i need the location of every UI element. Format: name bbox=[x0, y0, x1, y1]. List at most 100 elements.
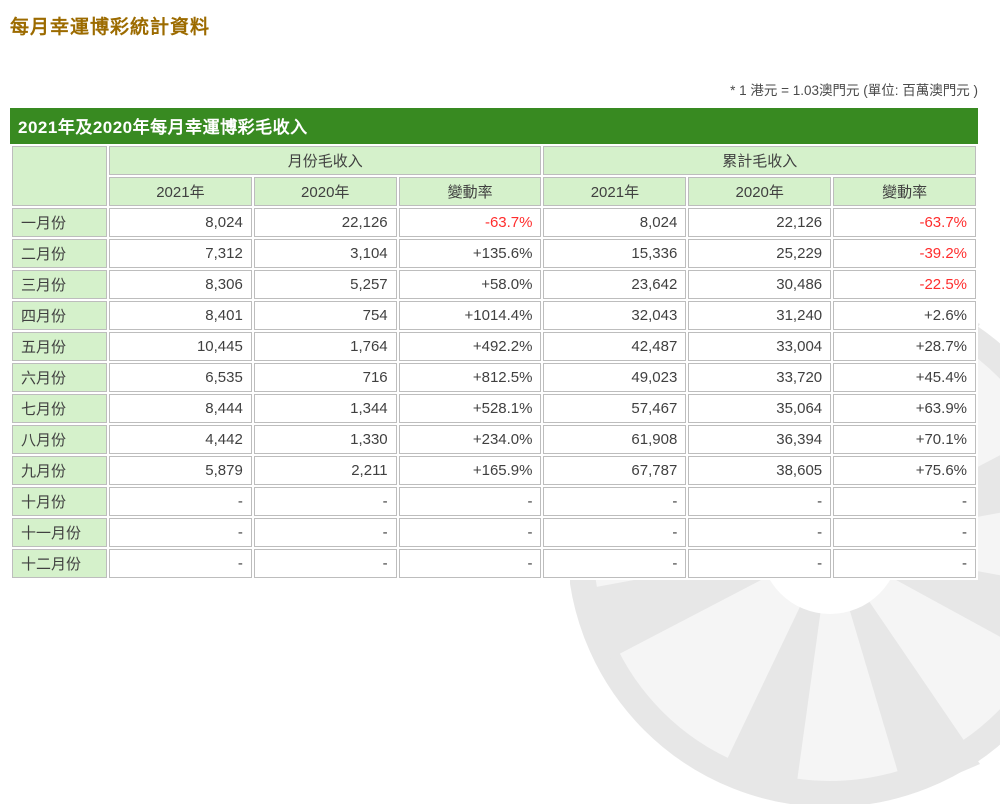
cumulative-2021-value: 61,908 bbox=[543, 425, 687, 454]
cumulative-2020-value: 36,394 bbox=[688, 425, 832, 454]
cumulative-2020-value: 25,229 bbox=[688, 239, 832, 268]
cumulative-revenue-group-header: 累計毛收入 bbox=[543, 146, 976, 175]
monthly-2021-header: 2021年 bbox=[109, 177, 252, 206]
cumulative-change-value: +75.6% bbox=[833, 456, 976, 485]
table-row: 九月份 5,879 2,211 +165.9% 67,787 38,605 +75.6% bbox=[12, 456, 976, 485]
monthly-change-value: +1014.4% bbox=[398, 301, 542, 330]
monthly-change-value: +58.0% bbox=[398, 270, 542, 299]
month-label: 九月份 bbox=[12, 456, 107, 485]
month-label: 六月份 bbox=[12, 363, 107, 392]
cumulative-change-value: +70.1% bbox=[833, 425, 976, 454]
monthly-2020-value: 5,257 bbox=[253, 270, 397, 299]
monthly-2021-value: - bbox=[109, 487, 252, 516]
cumulative-2021-value: 67,787 bbox=[543, 456, 687, 485]
cumulative-change-value: -22.5% bbox=[833, 270, 976, 299]
cumulative-change-value: +28.7% bbox=[833, 332, 976, 361]
month-label: 十月份 bbox=[12, 487, 107, 516]
cumulative-change-value: - bbox=[833, 487, 976, 516]
cumulative-2020-value: 33,720 bbox=[688, 363, 832, 392]
cumulative-2021-header: 2021年 bbox=[543, 177, 687, 206]
monthly-change-value: +492.2% bbox=[398, 332, 542, 361]
statistics-table-container: 2021年及2020年每月幸運博彩毛收入 月份毛收入 累計毛收入 2021年 2… bbox=[10, 108, 978, 580]
table-row: 六月份 6,535 716 +812.5% 49,023 33,720 +45.4% bbox=[12, 363, 976, 392]
monthly-2021-value: 7,312 bbox=[109, 239, 252, 268]
monthly-change-value: +234.0% bbox=[398, 425, 542, 454]
monthly-change-header: 變動率 bbox=[398, 177, 542, 206]
cumulative-2020-value: - bbox=[688, 518, 832, 547]
cumulative-change-value: +63.9% bbox=[833, 394, 976, 423]
cumulative-change-value: -63.7% bbox=[833, 208, 976, 237]
monthly-2020-header: 2020年 bbox=[253, 177, 397, 206]
table-row: 七月份 8,444 1,344 +528.1% 57,467 35,064 +63.9% bbox=[12, 394, 976, 423]
monthly-2020-value: 1,330 bbox=[253, 425, 397, 454]
table-row: 八月份 4,442 1,330 +234.0% 61,908 36,394 +70.1% bbox=[12, 425, 976, 454]
cumulative-change-value: - bbox=[833, 518, 976, 547]
monthly-2021-value: 8,444 bbox=[109, 394, 252, 423]
table-row: 三月份 8,306 5,257 +58.0% 23,642 30,486 -22.5% bbox=[12, 270, 976, 299]
group-header-row: 月份毛收入 累計毛收入 bbox=[12, 146, 976, 206]
monthly-change-value: +812.5% bbox=[398, 363, 542, 392]
currency-unit-note: * 1 港元 = 1.03澳門元 (單位: 百萬澳門元 ) bbox=[730, 83, 978, 98]
monthly-2021-value: 10,445 bbox=[109, 332, 252, 361]
monthly-2021-value: - bbox=[109, 549, 252, 578]
monthly-2020-value: - bbox=[253, 518, 397, 547]
cumulative-change-value: +2.6% bbox=[833, 301, 976, 330]
monthly-2021-value: 8,401 bbox=[109, 301, 252, 330]
monthly-2020-value: 754 bbox=[253, 301, 397, 330]
monthly-change-value: +528.1% bbox=[398, 394, 542, 423]
cumulative-change-value: +45.4% bbox=[833, 363, 976, 392]
monthly-2021-value: 6,535 bbox=[109, 363, 252, 392]
cumulative-2021-value: 42,487 bbox=[543, 332, 687, 361]
page-title: 每月幸運博彩統計資料 bbox=[10, 17, 211, 38]
page-content: 每月幸運博彩統計資料 * 1 港元 = 1.03澳門元 (單位: 百萬澳門元 )… bbox=[10, 17, 978, 580]
cumulative-2020-value: 33,004 bbox=[688, 332, 832, 361]
monthly-2021-value: 8,306 bbox=[109, 270, 252, 299]
monthly-change-value: - bbox=[398, 487, 542, 516]
cumulative-2020-value: - bbox=[688, 549, 832, 578]
cumulative-2021-value: 49,023 bbox=[543, 363, 687, 392]
cumulative-2020-value: 22,126 bbox=[688, 208, 832, 237]
cumulative-2020-value: 38,605 bbox=[688, 456, 832, 485]
table-body: 一月份 8,024 22,126 -63.7% 8,024 22,126 -63.7% 二月份… bbox=[12, 208, 976, 578]
monthly-2021-value: 8,024 bbox=[109, 208, 252, 237]
monthly-change-value: +135.6% bbox=[398, 239, 542, 268]
monthly-change-value: - bbox=[398, 549, 542, 578]
table-row: 五月份 10,445 1,764 +492.2% 42,487 33,004 +28.7% bbox=[12, 332, 976, 361]
table-row: 一月份 8,024 22,126 -63.7% 8,024 22,126 -63.7% bbox=[12, 208, 976, 237]
month-label: 四月份 bbox=[12, 301, 107, 330]
monthly-2021-value: - bbox=[109, 518, 252, 547]
table-row: 四月份 8,401 754 +1014.4% 32,043 31,240 +2.6% bbox=[12, 301, 976, 330]
month-label: 三月份 bbox=[12, 270, 107, 299]
cumulative-2020-value: 35,064 bbox=[688, 394, 832, 423]
table-row: 十月份 - - - - - - bbox=[12, 487, 976, 516]
cumulative-change-header: 變動率 bbox=[833, 177, 976, 206]
monthly-2020-value: 3,104 bbox=[253, 239, 397, 268]
cumulative-2021-value: 23,642 bbox=[543, 270, 687, 299]
cumulative-2021-value: - bbox=[543, 487, 687, 516]
month-label: 七月份 bbox=[12, 394, 107, 423]
month-label: 一月份 bbox=[12, 208, 107, 237]
table-caption: 2021年及2020年每月幸運博彩毛收入 bbox=[10, 108, 978, 144]
month-label: 八月份 bbox=[12, 425, 107, 454]
monthly-2020-value: 2,211 bbox=[253, 456, 397, 485]
gross-revenue-table: 月份毛收入 累計毛收入 2021年 2020年 變動率 2021年 2020年 … bbox=[10, 144, 978, 580]
cumulative-change-value: -39.2% bbox=[833, 239, 976, 268]
cumulative-2020-value: - bbox=[688, 487, 832, 516]
month-label: 五月份 bbox=[12, 332, 107, 361]
monthly-2021-value: 5,879 bbox=[109, 456, 252, 485]
monthly-change-value: - bbox=[398, 518, 542, 547]
cumulative-2020-value: 30,486 bbox=[688, 270, 832, 299]
month-label: 十一月份 bbox=[12, 518, 107, 547]
cumulative-2020-value: 31,240 bbox=[688, 301, 832, 330]
cumulative-2021-value: 57,467 bbox=[543, 394, 687, 423]
monthly-2020-value: 1,764 bbox=[253, 332, 397, 361]
table-row: 二月份 7,312 3,104 +135.6% 15,336 25,229 -39.2% bbox=[12, 239, 976, 268]
monthly-change-value: -63.7% bbox=[398, 208, 542, 237]
cumulative-2021-value: 8,024 bbox=[543, 208, 687, 237]
monthly-change-value: +165.9% bbox=[398, 456, 542, 485]
month-label: 二月份 bbox=[12, 239, 107, 268]
sub-header-row: 2021年 2020年 變動率 2021年 2020年 變動率 bbox=[12, 177, 976, 206]
table-row: 十一月份 - - - - - - bbox=[12, 518, 976, 547]
monthly-2020-value: - bbox=[253, 487, 397, 516]
monthly-revenue-group-header: 月份毛收入 bbox=[109, 146, 542, 175]
